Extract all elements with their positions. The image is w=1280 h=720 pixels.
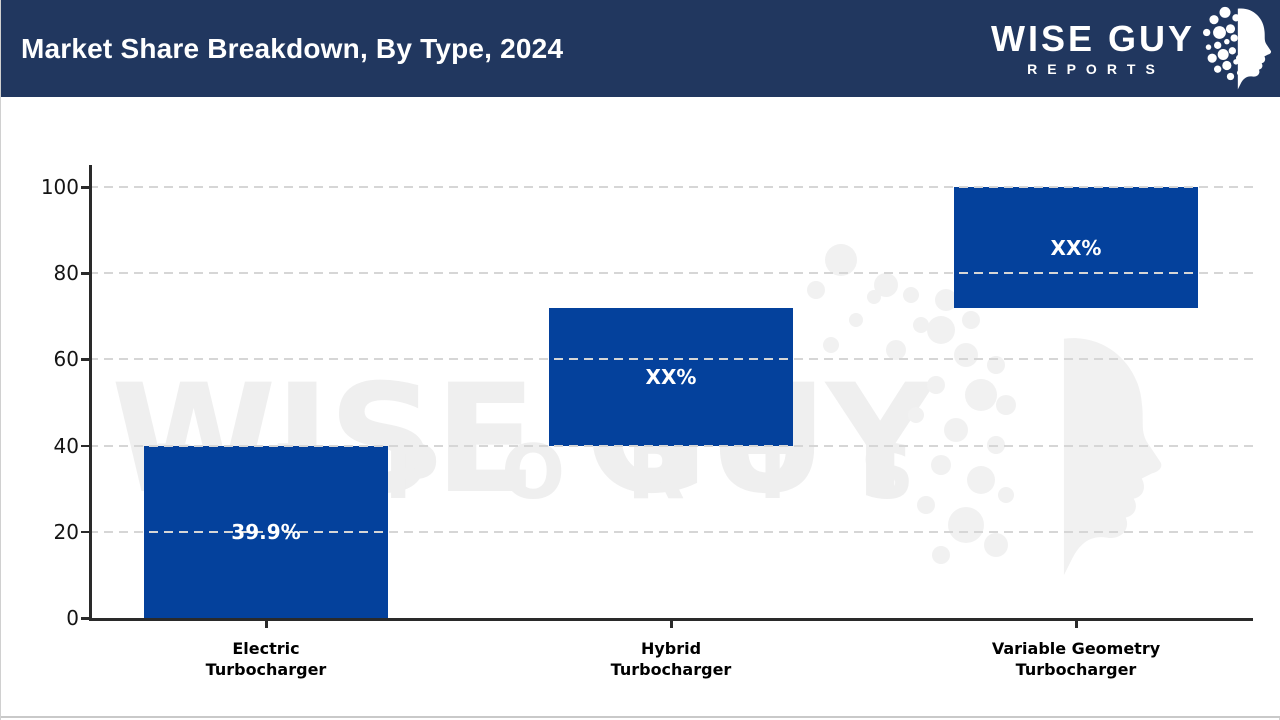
category-label-line: Hybrid <box>640 639 702 658</box>
y-tick-label-60: 60 <box>53 347 79 372</box>
bar-value-label-2: XX% <box>645 365 697 390</box>
y-tick-60 <box>81 358 89 361</box>
category-label-line: Turbocharger <box>610 660 732 679</box>
y-tick-label-0: 0 <box>66 606 79 630</box>
gridline-20 <box>89 530 1253 533</box>
chart-stage: WISE GUY R E P O R T S 0 20 40 60 80 100 39.9%… <box>1 97 1280 717</box>
footer-divider <box>1 716 1280 718</box>
bar-2 <box>549 308 793 447</box>
category-label-line: Electric <box>232 639 300 658</box>
category-label-1: Electric Turbocharger <box>106 638 426 680</box>
gridline-100 <box>89 186 1253 188</box>
y-tick-label-20: 20 <box>53 519 79 544</box>
category-label-line: Variable Geometry <box>991 639 1161 658</box>
gridline-80 <box>89 272 1253 275</box>
wiseguy-face-icon <box>1203 6 1272 89</box>
bar-value-label-3: XX% <box>1050 235 1102 260</box>
wiseguy-logo-text: WISE GUY REPORTS <box>990 17 1195 77</box>
category-label-2: Hybrid Turbocharger <box>511 638 831 680</box>
category-label-3: Variable Geometry Turbocharger <box>916 638 1236 680</box>
header-bar: Market Share Breakdown, By Type, 2024 WI… <box>1 0 1280 97</box>
y-tick-0 <box>81 617 89 620</box>
y-tick-40 <box>81 444 89 448</box>
wiseguy-logo-secondary: REPORTS <box>1027 60 1165 77</box>
wiseguy-logo-primary: WISE GUY <box>990 17 1195 59</box>
watermark-face-icon <box>1063 338 1162 576</box>
y-tick-20 <box>81 530 89 534</box>
category-label-line: Turbocharger <box>1015 660 1137 679</box>
wiseguy-logo: WISE GUY REPORTS <box>985 0 1273 97</box>
gridline-40 <box>89 444 1253 447</box>
category-label-line: Turbocharger <box>205 660 327 679</box>
gridline-60 <box>89 358 1253 361</box>
page-title: Market Share Breakdown, By Type, 2024 <box>21 32 564 64</box>
bar-value-label-1: 39.9% <box>231 520 301 544</box>
y-axis-spine <box>89 165 92 620</box>
y-tick-100 <box>81 186 89 189</box>
x-tick-3 <box>1075 620 1078 628</box>
x-axis-spine <box>89 618 1253 621</box>
bar-3 <box>954 187 1198 309</box>
y-tick-label-80: 80 <box>53 261 79 286</box>
y-tick-label-100: 100 <box>40 175 79 199</box>
x-tick-1 <box>265 620 268 628</box>
x-tick-2 <box>670 620 673 628</box>
watermark-dots-icon <box>807 244 1016 564</box>
y-tick-label-40: 40 <box>53 433 79 458</box>
y-tick-80 <box>81 272 89 275</box>
